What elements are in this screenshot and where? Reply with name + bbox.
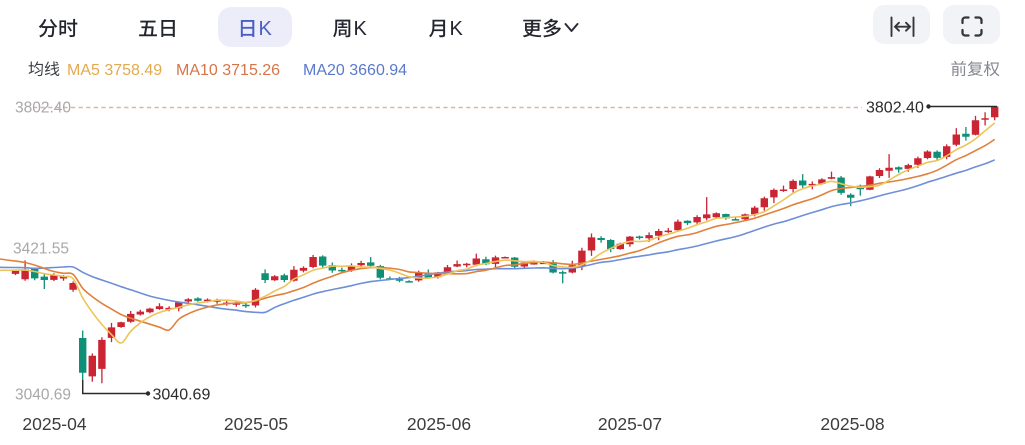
svg-text:K: K — [259, 18, 273, 40]
svg-text:2025-06: 2025-06 — [407, 414, 471, 434]
svg-text:2025-04: 2025-04 — [22, 414, 86, 434]
svg-text:3802.40: 3802.40 — [866, 100, 924, 117]
svg-text:3040.69: 3040.69 — [153, 387, 211, 404]
svg-text:MA20 3660.94: MA20 3660.94 — [303, 62, 407, 79]
svg-text:2025-08: 2025-08 — [820, 414, 884, 434]
svg-text:3421.55: 3421.55 — [13, 241, 69, 258]
svg-text:MA10 3715.26: MA10 3715.26 — [176, 62, 280, 79]
svg-text:MA5 3758.49: MA5 3758.49 — [67, 62, 162, 79]
svg-text:K: K — [450, 18, 464, 40]
svg-text:K: K — [354, 18, 368, 40]
svg-text:2025-07: 2025-07 — [598, 414, 662, 434]
svg-text:3802.40: 3802.40 — [15, 100, 71, 117]
svg-text:3040.69: 3040.69 — [15, 387, 71, 404]
svg-text:2025-05: 2025-05 — [224, 414, 288, 434]
